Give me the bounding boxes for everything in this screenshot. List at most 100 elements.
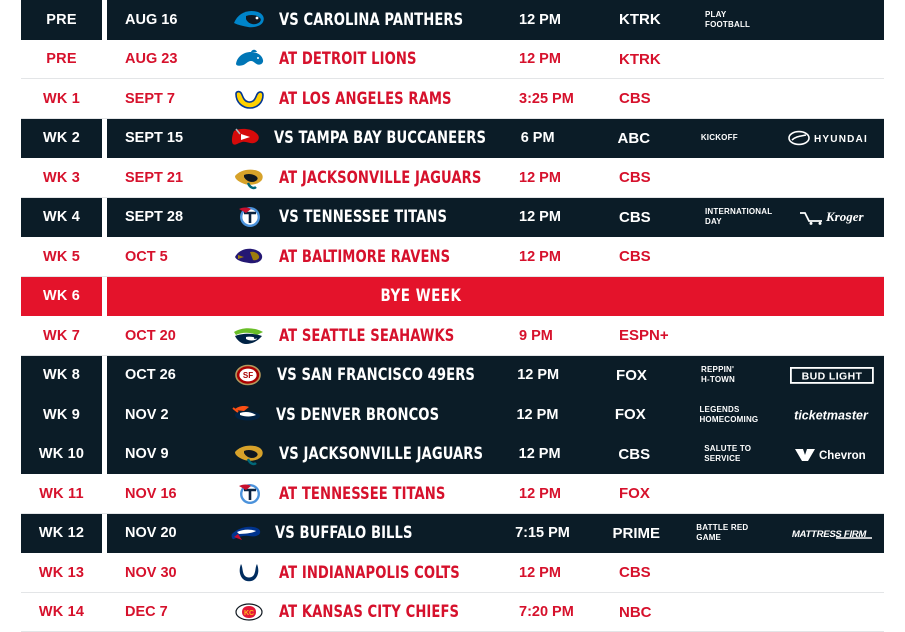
promotion-label: INTERNATIONAL DAY bbox=[705, 207, 795, 227]
hyundai-logo: HYUNDAI bbox=[788, 130, 884, 146]
week-cell: WK 5 bbox=[21, 237, 102, 277]
week-label: WK 3 bbox=[43, 170, 80, 186]
week-cell: WK 1 bbox=[21, 79, 102, 119]
kickoff-time: 3:25 PM bbox=[519, 91, 619, 107]
svg-text:Kroger: Kroger bbox=[825, 209, 865, 224]
broadcast-network: PRIME bbox=[613, 525, 697, 542]
week-cell: WK 13 bbox=[21, 553, 102, 593]
game-date: SEPT 21 bbox=[107, 170, 219, 186]
game-date: AUG 16 bbox=[107, 12, 219, 28]
broadcast-network: KTRK bbox=[619, 11, 705, 28]
san-francisco-49ers-logo: SF bbox=[218, 362, 277, 388]
mattress-firm-logo: MATTRESS FIRM bbox=[784, 526, 884, 540]
kickoff-time: 12 PM bbox=[519, 565, 619, 581]
promotion-label: SALUTE TO SERVICE bbox=[704, 444, 794, 464]
game-date: DEC 7 bbox=[107, 604, 219, 620]
game-date: NOV 2 bbox=[107, 407, 217, 423]
tennessee-titans-logo bbox=[219, 481, 279, 507]
matchup-label: AT SEATTLE SEAHAWKS bbox=[279, 326, 485, 346]
week-label: WK 5 bbox=[43, 249, 80, 265]
broadcast-network: ABC bbox=[618, 130, 701, 147]
svg-text:KC: KC bbox=[244, 610, 254, 617]
indianapolis-colts-logo bbox=[219, 560, 279, 586]
svg-text:BUD LIGHT: BUD LIGHT bbox=[802, 370, 863, 382]
week-cell: WK 6 bbox=[21, 277, 102, 317]
week-label: WK 12 bbox=[39, 525, 84, 541]
matchup-label: AT KANSAS CITY CHIEFS bbox=[279, 602, 485, 622]
kickoff-time: 12 PM bbox=[519, 209, 619, 225]
svg-text:HYUNDAI: HYUNDAI bbox=[814, 134, 868, 145]
week-cell: WK 4 bbox=[21, 198, 102, 238]
broadcast-network: NBC bbox=[619, 604, 705, 621]
kickoff-time: 9 PM bbox=[519, 328, 619, 344]
los-angeles-rams-logo bbox=[219, 86, 279, 112]
matchup-label: VS BUFFALO BILLS bbox=[275, 523, 481, 543]
promotion-label: BATTLE RED GAME bbox=[696, 523, 784, 543]
kansas-city-chiefs-logo: KC bbox=[219, 599, 279, 625]
week-cell: WK 9 bbox=[21, 395, 102, 435]
broadcast-network: CBS bbox=[619, 90, 705, 107]
game-date: AUG 23 bbox=[107, 51, 219, 67]
game-date: NOV 9 bbox=[107, 446, 219, 462]
week-label: WK 7 bbox=[43, 328, 80, 344]
week-label: WK 10 bbox=[39, 446, 84, 462]
kickoff-time: 12 PM bbox=[519, 446, 619, 462]
week-label: WK 9 bbox=[43, 407, 80, 423]
game-date: OCT 5 bbox=[107, 249, 219, 265]
ticketmaster-logo: ticketmaster bbox=[788, 407, 884, 423]
kickoff-time: 12 PM bbox=[519, 249, 619, 265]
matchup-label: AT LOS ANGELES RAMS bbox=[279, 89, 485, 109]
matchup-label: VS DENVER BRONCOS bbox=[276, 405, 482, 425]
game-date: OCT 26 bbox=[107, 367, 218, 383]
game-date: SEPT 7 bbox=[107, 91, 219, 107]
week-cell: WK 12 bbox=[21, 514, 102, 554]
broadcast-network: CBS bbox=[619, 564, 705, 581]
matchup-label: VS TENNESSEE TITANS bbox=[279, 207, 485, 227]
week-label: WK 11 bbox=[39, 486, 84, 502]
bye-week-label: BYE WEEK bbox=[380, 286, 461, 306]
week-label: WK 1 bbox=[43, 91, 80, 107]
week-label: WK 2 bbox=[43, 130, 80, 146]
kickoff-time: 12 PM bbox=[519, 486, 619, 502]
jacksonville-jaguars-logo bbox=[219, 441, 279, 467]
matchup-label: AT DETROIT LIONS bbox=[279, 49, 485, 69]
matchup-label: AT TENNESSEE TITANS bbox=[279, 484, 485, 504]
broadcast-network: CBS bbox=[619, 169, 705, 186]
week-cell: PRE bbox=[21, 0, 102, 40]
promotion-label: KICKOFF bbox=[701, 133, 788, 143]
broadcast-network: FOX bbox=[615, 406, 700, 423]
kickoff-time: 12 PM bbox=[519, 170, 619, 186]
week-cell: PRE bbox=[21, 40, 102, 80]
schedule-row[interactable]: WK 6 BYE WEEK bbox=[0, 277, 905, 317]
carolina-panthers-logo bbox=[219, 7, 279, 33]
seattle-seahawks-logo bbox=[219, 323, 279, 349]
week-label: WK 4 bbox=[43, 209, 80, 225]
week-cell: WK 2 bbox=[21, 119, 102, 159]
game-date: SEPT 28 bbox=[107, 209, 219, 225]
week-label: WK 6 bbox=[43, 288, 80, 304]
